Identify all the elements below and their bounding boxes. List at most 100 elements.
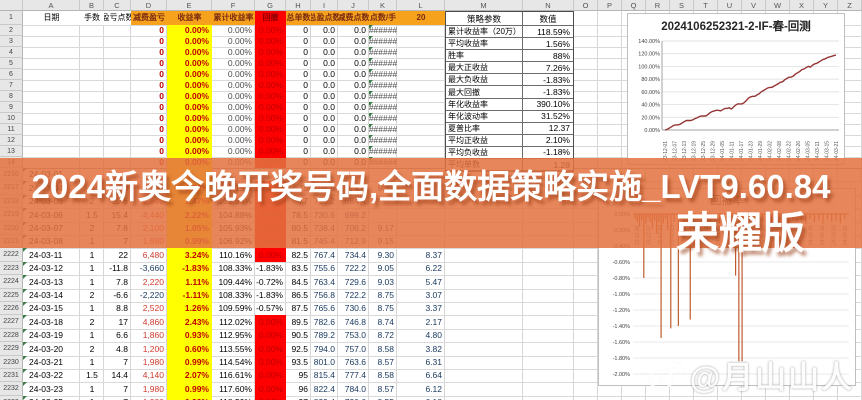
cell[interactable]: 0 xyxy=(159,80,164,91)
row-number[interactable]: 2223 xyxy=(0,261,23,276)
cell[interactable]: 0.00% xyxy=(227,36,252,47)
cell[interactable]: 1 xyxy=(89,330,95,341)
header-net-pnl[interactable]: 减费盈亏 xyxy=(131,11,167,25)
cell[interactable]: ###### xyxy=(369,135,397,146)
cell[interactable]: 97 xyxy=(286,396,311,400)
header-date[interactable]: 日期 xyxy=(23,11,80,25)
cell[interactable]: 0 xyxy=(303,113,308,124)
cell[interactable]: -3,660 xyxy=(139,263,164,274)
cell[interactable]: 765.6 xyxy=(313,303,335,314)
cell[interactable]: 0.00% xyxy=(255,25,286,36)
cell[interactable]: ###### xyxy=(369,25,397,36)
cell[interactable]: 1.5 xyxy=(86,370,98,381)
cell[interactable]: 6.31 xyxy=(425,357,442,368)
column-letter-Y[interactable]: Y xyxy=(814,0,838,11)
cell[interactable]: 755.6 xyxy=(313,263,335,274)
cell[interactable]: 8.75 xyxy=(377,290,394,301)
row-number[interactable]: 2233 xyxy=(0,395,23,400)
cell-date[interactable]: 24-03-14 xyxy=(23,288,80,302)
column-letter-J[interactable]: J xyxy=(338,0,369,11)
cell[interactable]: 110.16% xyxy=(219,249,252,260)
row-number[interactable]: 2228 xyxy=(0,328,23,343)
column-letter-M[interactable]: M xyxy=(445,0,523,11)
cell[interactable]: 829.4 xyxy=(311,396,338,400)
cell[interactable]: 1 xyxy=(89,263,95,274)
cell[interactable]: 0.0 xyxy=(323,91,335,102)
cell-date[interactable]: 24-03-20 xyxy=(23,342,80,355)
column-letter-B[interactable]: B xyxy=(80,0,104,11)
cell[interactable]: 0.00% xyxy=(167,69,212,80)
cell[interactable]: 0.93% xyxy=(167,328,212,343)
cell[interactable]: 0.00% xyxy=(255,146,286,157)
cell[interactable]: 3.07 xyxy=(425,290,442,301)
cell[interactable]: 0.00% xyxy=(167,135,212,146)
header-drawdown[interactable]: 回撤 xyxy=(255,11,286,25)
cell[interactable]: 0.0 xyxy=(354,80,366,91)
cell[interactable]: 2 xyxy=(89,290,95,301)
cell[interactable]: 1,980 xyxy=(142,383,164,394)
cell[interactable]: 0 xyxy=(303,124,308,135)
cell[interactable]: 0 xyxy=(303,146,308,157)
cell[interactable]: 0.0 xyxy=(354,135,366,146)
cell[interactable]: 2,520 xyxy=(142,303,164,314)
cell[interactable]: 0.0 xyxy=(323,80,335,91)
cell[interactable]: 0.60% xyxy=(167,342,212,356)
column-letter-X[interactable]: X xyxy=(790,0,814,11)
cell[interactable]: 0.00% xyxy=(255,69,286,80)
column-letter-U[interactable]: U xyxy=(718,0,742,11)
cell[interactable]: 0 xyxy=(303,91,308,102)
select-all-corner[interactable] xyxy=(0,0,23,11)
column-letter-R[interactable]: R xyxy=(646,0,670,11)
cell[interactable]: 0.00% xyxy=(255,135,286,146)
header-points-per-lot[interactable]: 点数/手 xyxy=(369,11,397,25)
cell-date[interactable]: 24-03-19 xyxy=(23,328,80,342)
cell[interactable]: 0.0 xyxy=(354,25,366,36)
cell[interactable]: 0.00% xyxy=(227,25,252,36)
header-net-points[interactable]: 减费点数 xyxy=(338,11,369,25)
cell[interactable]: 8.72 xyxy=(377,330,394,341)
row-number[interactable]: 7 xyxy=(0,80,23,91)
cell[interactable]: 1 xyxy=(80,396,104,400)
cell[interactable]: 2.17 xyxy=(425,316,442,327)
header-return[interactable]: 收益率 xyxy=(167,11,212,25)
cell[interactable]: 1 xyxy=(89,357,95,368)
cell[interactable]: 9.03 xyxy=(377,276,394,287)
cell[interactable]: 0 xyxy=(159,69,164,80)
cell[interactable]: 92.5 xyxy=(291,343,308,354)
column-letter-T[interactable]: T xyxy=(694,0,718,11)
cell[interactable]: 0.0 xyxy=(354,47,366,58)
cell[interactable]: 2,220 xyxy=(142,276,164,287)
cell[interactable]: 0.00% xyxy=(167,102,212,113)
cell[interactable]: 116.61% xyxy=(219,370,252,381)
cell[interactable]: 784.0 xyxy=(344,383,366,394)
header-pnl-points[interactable]: 盈亏点数 xyxy=(104,11,131,25)
cell[interactable]: 2 xyxy=(89,343,95,354)
cell[interactable]: 6.22 xyxy=(425,263,442,274)
cell[interactable]: 0.00% xyxy=(255,395,286,400)
cell[interactable]: 0.99% xyxy=(167,395,212,400)
cell[interactable]: 0.00% xyxy=(255,113,286,124)
cell[interactable]: 8.74 xyxy=(377,316,394,327)
cell[interactable]: ###### xyxy=(369,36,397,47)
cell[interactable]: 0.0 xyxy=(323,69,335,80)
row-number[interactable]: 4 xyxy=(0,47,23,58)
column-letter-P[interactable]: P xyxy=(598,0,622,11)
cell[interactable]: 117.60% xyxy=(219,383,252,394)
cell[interactable]: 0 xyxy=(303,25,308,36)
row-number[interactable]: 6 xyxy=(0,69,23,80)
cell[interactable]: ###### xyxy=(369,69,397,80)
cell[interactable]: 0.0 xyxy=(323,47,335,58)
column-letter-G[interactable]: G xyxy=(255,0,286,11)
cell-date[interactable]: 24-03-18 xyxy=(23,315,80,328)
header-total-orders[interactable]: 总单数 xyxy=(286,11,311,25)
cell[interactable]: 86.5 xyxy=(291,290,308,301)
row-number[interactable]: 3 xyxy=(0,36,23,47)
cell[interactable]: 9.30 xyxy=(377,249,394,260)
cell[interactable]: 1 xyxy=(89,303,95,314)
cell[interactable]: 1,980 xyxy=(131,396,167,400)
cell[interactable]: 3.24% xyxy=(167,248,212,262)
cell[interactable]: 0 xyxy=(159,91,164,102)
cell[interactable]: 95 xyxy=(298,370,308,381)
cell[interactable]: 17 xyxy=(118,316,128,327)
cell-date[interactable]: 24-03-13 xyxy=(23,275,80,288)
